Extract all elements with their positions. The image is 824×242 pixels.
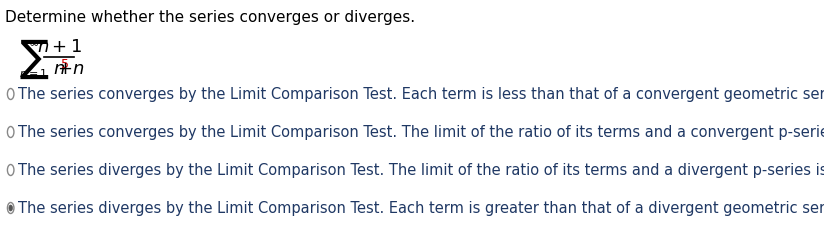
Text: The series diverges by the Limit Comparison Test. Each term is greater than that: The series diverges by the Limit Compari… xyxy=(18,201,824,215)
Circle shape xyxy=(9,205,12,211)
Text: $n + 1$: $n + 1$ xyxy=(37,38,82,56)
Text: $n$: $n$ xyxy=(53,60,65,78)
Text: $5$: $5$ xyxy=(59,59,68,71)
Text: Determine whether the series converges or diverges.: Determine whether the series converges o… xyxy=(5,10,414,25)
Text: $\sum$: $\sum$ xyxy=(19,37,49,81)
Text: $\infty$: $\infty$ xyxy=(28,37,40,50)
Text: The series diverges by the Limit Comparison Test. The limit of the ratio of its : The series diverges by the Limit Compari… xyxy=(18,162,824,177)
Text: The series converges by the Limit Comparison Test. The limit of the ratio of its: The series converges by the Limit Compar… xyxy=(18,124,824,139)
Text: $n=1$: $n=1$ xyxy=(20,67,48,79)
Text: $+ n$: $+ n$ xyxy=(57,60,84,78)
Text: The series converges by the Limit Comparison Test. Each term is less than that o: The series converges by the Limit Compar… xyxy=(18,86,824,101)
